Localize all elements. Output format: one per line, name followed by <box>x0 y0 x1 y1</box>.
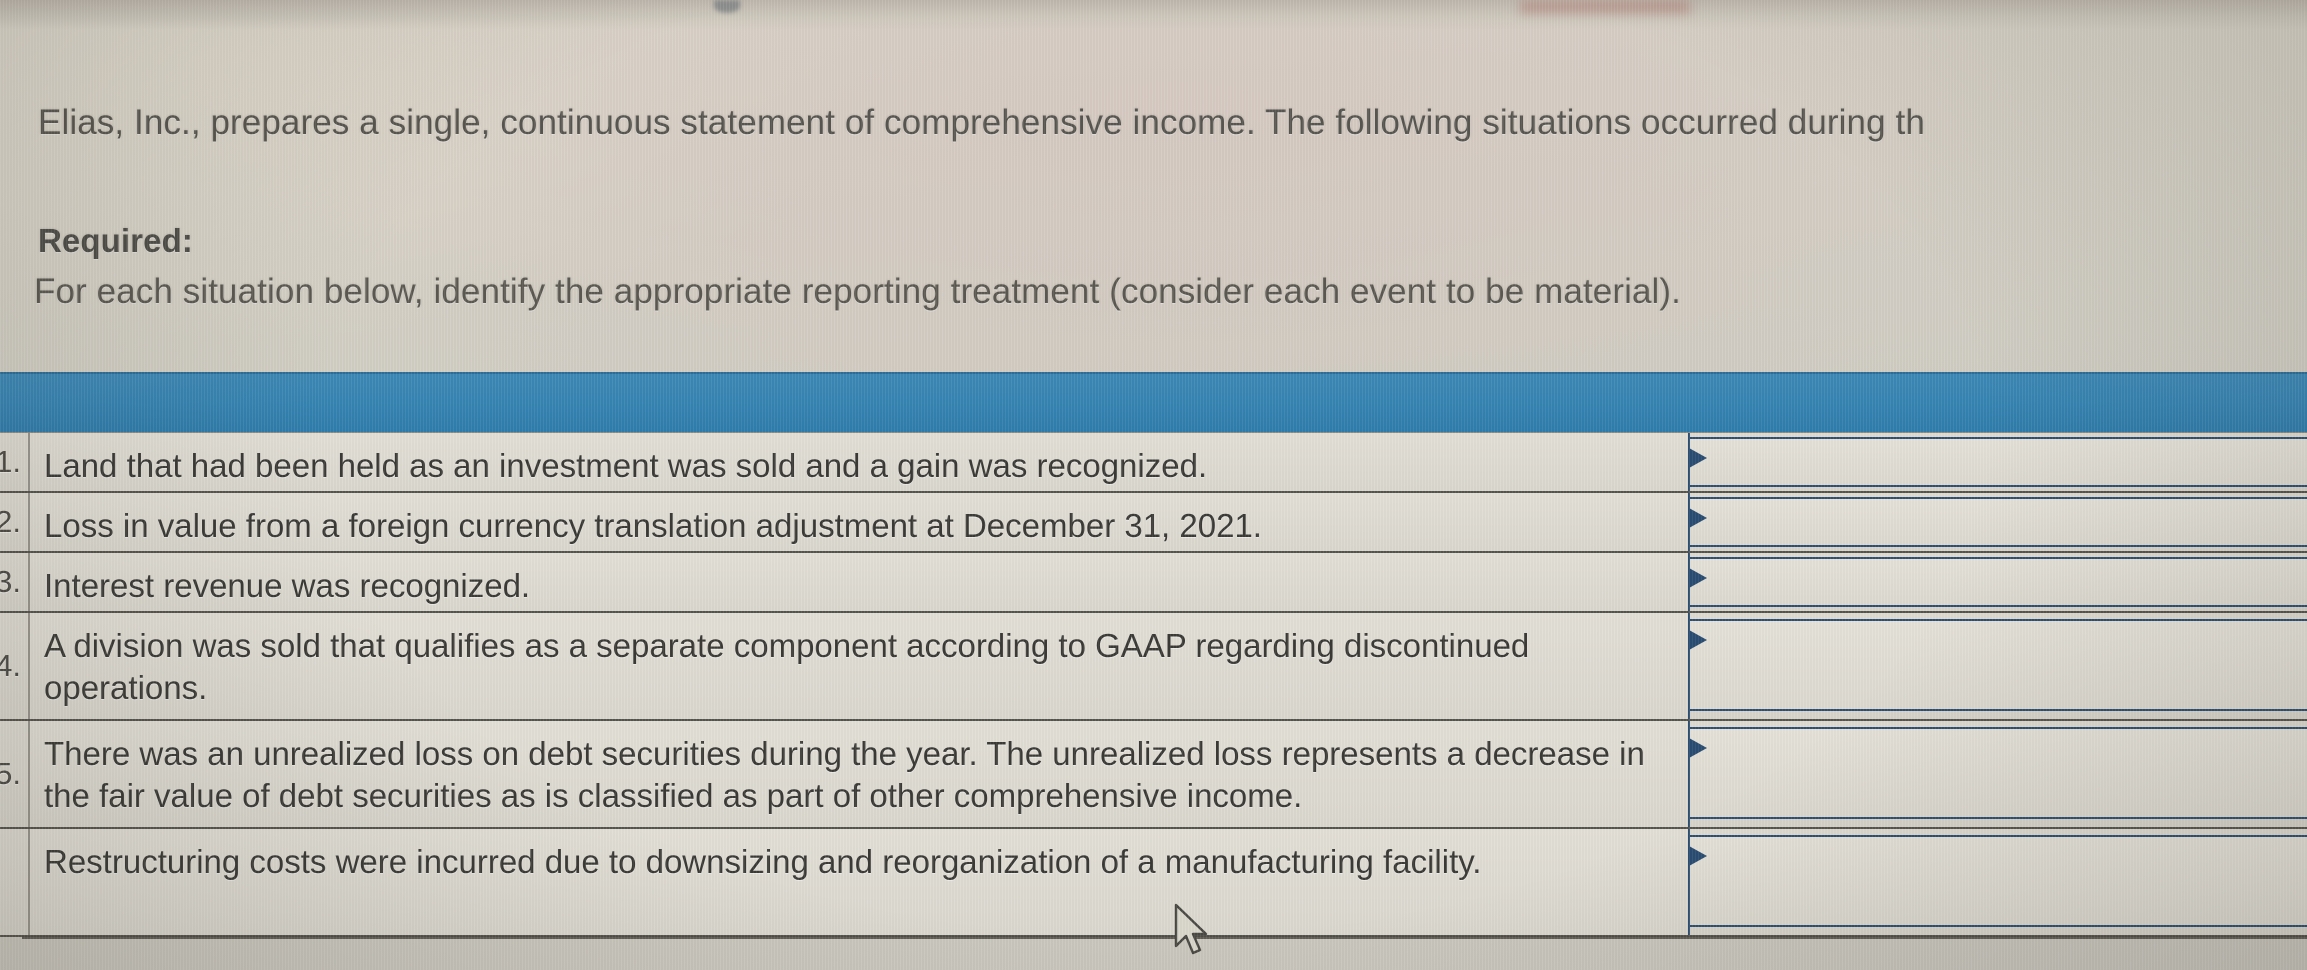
situations-table: 1. Land that had been held as an investm… <box>0 372 2307 937</box>
table-row: Restructuring costs were incurred due to… <box>0 829 2307 937</box>
treatment-dropdown[interactable] <box>1689 835 2307 927</box>
chevron-right-icon <box>1689 508 1707 528</box>
chevron-right-icon <box>1689 738 1707 758</box>
row-situation-text: Restructuring costs were incurred due to… <box>30 829 1690 935</box>
table-header-bar <box>0 372 2307 432</box>
table-bottom-rule <box>22 936 2307 939</box>
row-situation-text: Land that had been held as an investment… <box>30 433 1690 491</box>
row-situation-text: A division was sold that qualifies as a … <box>30 613 1690 719</box>
chevron-right-icon <box>1689 448 1707 468</box>
row-situation-text: Interest revenue was recognized. <box>30 553 1690 611</box>
required-instructions: For each situation below, identify the a… <box>34 272 1681 311</box>
chevron-right-icon <box>1689 630 1707 650</box>
treatment-dropdown[interactable] <box>1689 437 2307 487</box>
exercise-intro-text: Elias, Inc., prepares a single, continuo… <box>38 103 1925 142</box>
chevron-right-icon <box>1689 568 1707 588</box>
table-row: 4. A division was sold that qualifies as… <box>0 613 2307 721</box>
row-number: 1. <box>0 433 30 491</box>
row-number: 5. <box>0 721 30 827</box>
treatment-dropdown[interactable] <box>1689 619 2307 711</box>
table-body: 1. Land that had been held as an investm… <box>0 432 2307 937</box>
table-row: 2. Loss in value from a foreign currency… <box>0 493 2307 553</box>
row-number: 2. <box>0 493 30 551</box>
table-row: 3. Interest revenue was recognized. <box>0 553 2307 613</box>
table-row: 1. Land that had been held as an investm… <box>0 432 2307 493</box>
treatment-dropdown[interactable] <box>1689 557 2307 607</box>
table-row: 5. There was an unrealized loss on debt … <box>0 721 2307 829</box>
row-number: 3. <box>0 553 30 611</box>
row-number <box>0 829 30 935</box>
row-situation-text: There was an unrealized loss on debt sec… <box>30 721 1690 827</box>
row-situation-text: Loss in value from a foreign currency tr… <box>30 493 1690 551</box>
row-number: 4. <box>0 613 30 719</box>
treatment-dropdown[interactable] <box>1689 727 2307 819</box>
treatment-dropdown[interactable] <box>1689 497 2307 547</box>
chevron-right-icon <box>1689 846 1707 866</box>
required-label: Required: <box>38 222 193 259</box>
